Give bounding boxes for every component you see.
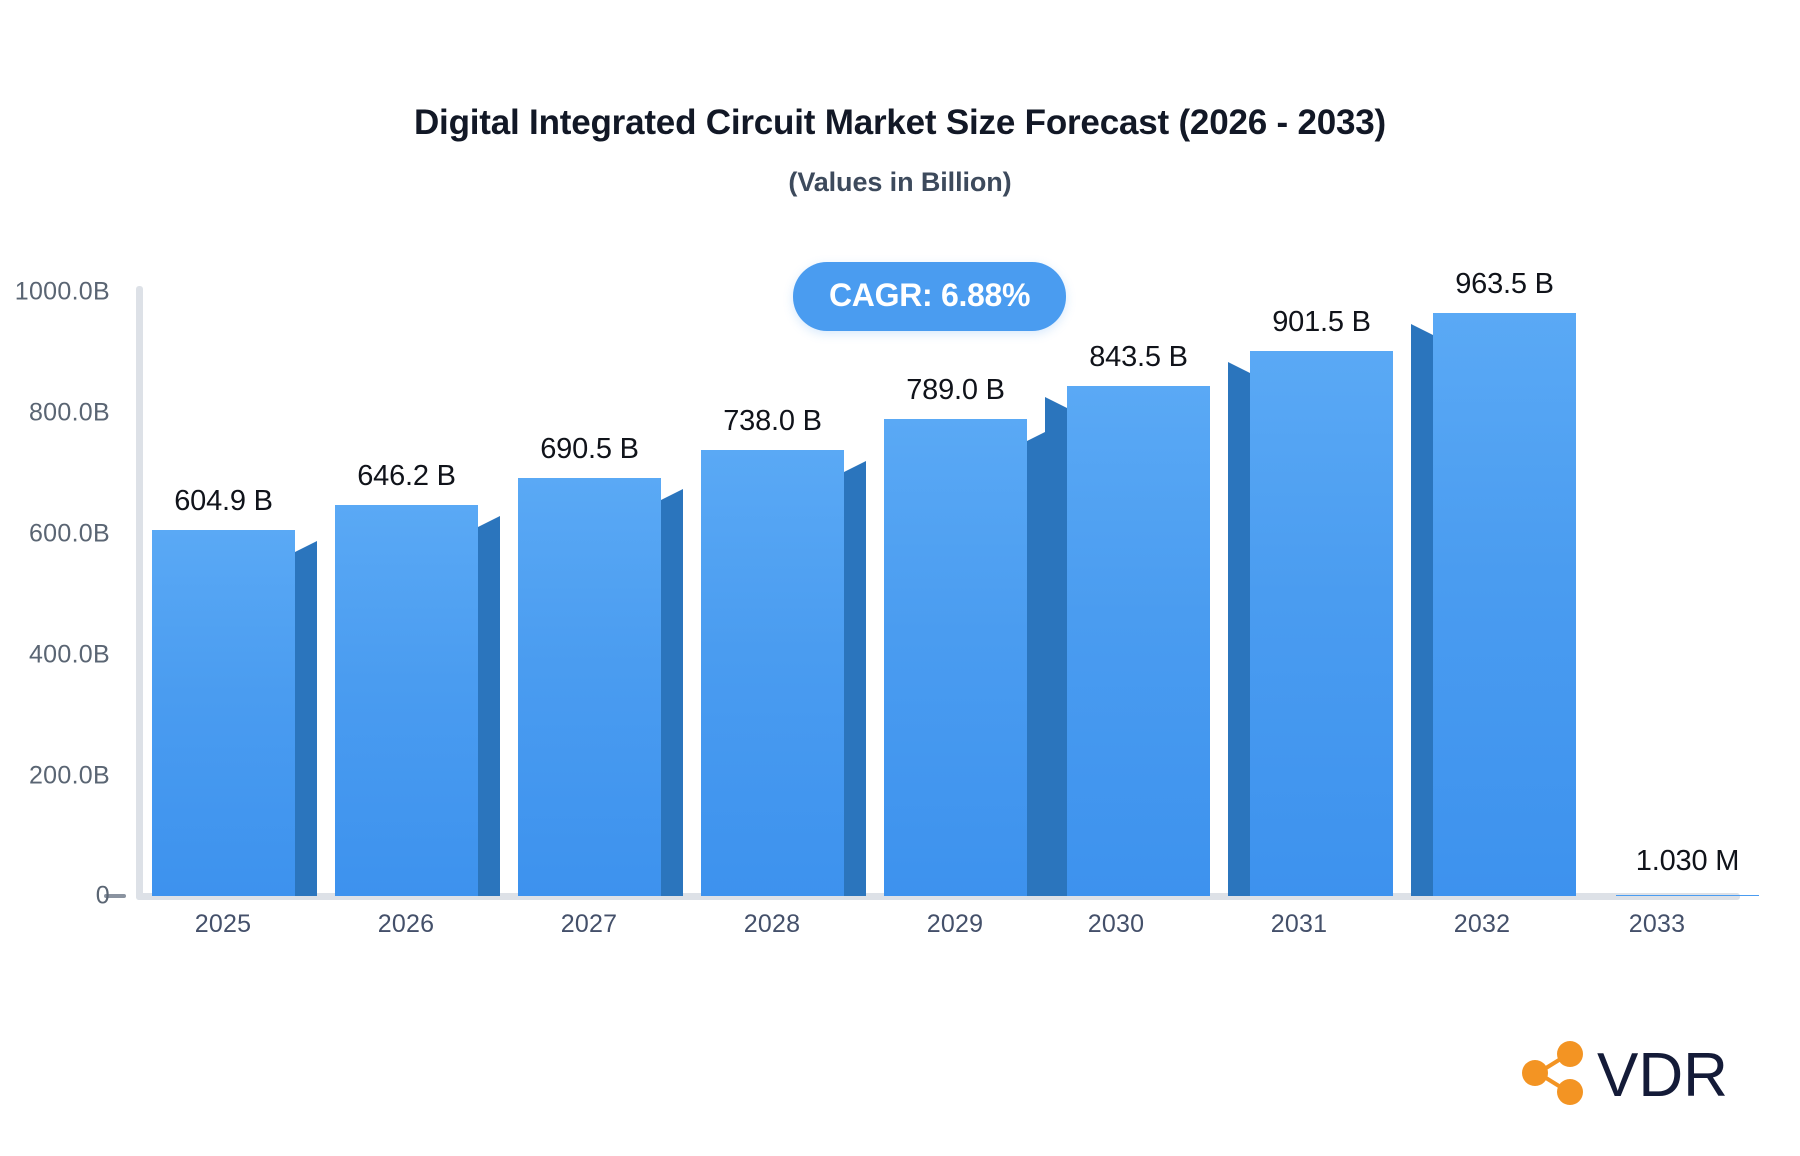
y-tick-label-600: 600.0B: [28, 519, 110, 548]
bar-label-2025: 604.9 B: [174, 485, 273, 517]
bar-front-face-2026: [335, 505, 478, 896]
y-axis-line: [136, 286, 143, 900]
bar-label-2032: 963.5 B: [1455, 268, 1554, 300]
x-tick-label-2031: 2031: [1270, 910, 1328, 938]
bar-label-2028: 738.0 B: [723, 405, 822, 437]
bar-2025[interactable]: 604.9 B: [152, 485, 317, 896]
x-tick-label-2032: 2032: [1453, 910, 1511, 938]
x-tick-label-2028: 2028: [743, 910, 801, 938]
x-tick-label-2030: 2030: [1087, 910, 1145, 938]
share-network-icon: [1517, 1040, 1589, 1111]
bar-front-face-2030: [1067, 386, 1210, 896]
bar-label-2030: 843.5 B: [1089, 341, 1188, 373]
bar-2028[interactable]: 738.0 B: [701, 405, 866, 896]
x-tick-label-2025: 2025: [194, 910, 252, 938]
bar-label-2031: 901.5 B: [1272, 306, 1371, 338]
cagr-badge: CAGR: 6.88%: [793, 262, 1067, 331]
bar-front-face-2025: [152, 530, 295, 896]
x-tick-label-2027: 2027: [560, 910, 618, 938]
bar-front-face-2027: [518, 478, 661, 896]
y-tick-label-200: 200.0B: [28, 761, 110, 790]
bar-2030[interactable]: 843.5 B: [1045, 341, 1210, 896]
bar-2029[interactable]: 789.0 B: [884, 374, 1049, 896]
bar-front-face-2032: [1433, 313, 1576, 896]
bar-front-face-2031: [1250, 351, 1393, 896]
bar-label-2029: 789.0 B: [906, 374, 1005, 406]
x-tick-label-2029: 2029: [926, 910, 984, 938]
bar-label-2026: 646.2 B: [357, 460, 456, 492]
y-axis-zero-tick: [104, 894, 126, 898]
bar-side-face-2029: [1027, 430, 1049, 896]
bar-label-2027: 690.5 B: [540, 433, 639, 465]
bar-2031[interactable]: 901.5 B: [1228, 306, 1393, 896]
bar-side-face-2026: [478, 516, 500, 896]
bar-side-face-2032: [1411, 324, 1433, 896]
bar-side-face-2028: [844, 461, 866, 896]
chart-subtitle: (Values in Billion): [788, 167, 1012, 197]
bar-2033[interactable]: 1.030 M: [1616, 845, 1759, 896]
bar-side-face-2030: [1045, 397, 1067, 896]
bar-2032[interactable]: 963.5 B: [1411, 268, 1576, 896]
bar-2027[interactable]: 690.5 B: [518, 433, 683, 896]
x-tick-label-2033: 2033: [1628, 910, 1686, 938]
y-tick-label-1000: 1000.0B: [14, 277, 110, 306]
bar-2026[interactable]: 646.2 B: [335, 460, 500, 896]
bar-side-face-2027: [661, 489, 683, 896]
chart-title: Digital Integrated Circuit Market Size F…: [413, 103, 1387, 142]
bar-front-face-2033: [1616, 895, 1759, 896]
y-tick-label-400: 400.0B: [28, 640, 110, 669]
y-tick-label-800: 800.0B: [28, 398, 110, 427]
bar-side-face-2025: [295, 541, 317, 896]
bar-front-face-2028: [701, 450, 844, 896]
x-axis-line: [136, 893, 1740, 900]
brand-logo-text: VDR: [1597, 1040, 1728, 1110]
bar-label-2033: 1.030 M: [1635, 845, 1740, 877]
bar-front-face-2029: [884, 419, 1027, 896]
y-tick-label-0: 0: [95, 881, 110, 910]
x-tick-label-2026: 2026: [377, 910, 435, 938]
bar-side-face-2031: [1228, 362, 1250, 896]
brand-logo: VDR: [1517, 1040, 1728, 1111]
